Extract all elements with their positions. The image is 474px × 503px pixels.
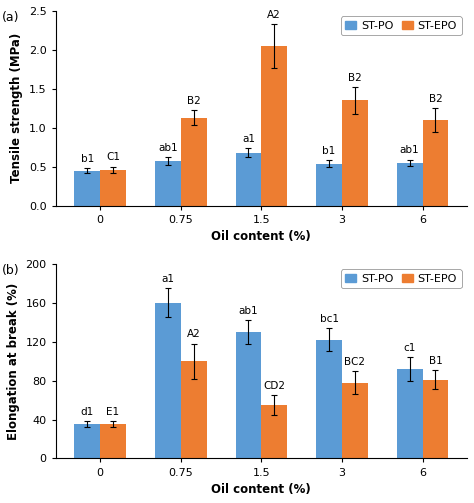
Bar — [397, 163, 422, 206]
Text: a1: a1 — [161, 274, 174, 284]
Bar — [316, 340, 342, 458]
Text: a1: a1 — [242, 134, 255, 144]
Text: A2: A2 — [267, 10, 281, 20]
Legend: ST-PO, ST-EPO: ST-PO, ST-EPO — [341, 17, 462, 36]
Text: BC2: BC2 — [344, 357, 365, 367]
Text: CD2: CD2 — [263, 381, 285, 391]
Legend: ST-PO, ST-EPO: ST-PO, ST-EPO — [341, 270, 462, 288]
Bar — [422, 380, 448, 458]
Bar — [236, 152, 261, 206]
Bar — [181, 118, 207, 206]
Bar — [236, 332, 261, 458]
Text: ab1: ab1 — [400, 145, 419, 155]
X-axis label: Oil content (%): Oil content (%) — [211, 483, 311, 496]
Text: b1: b1 — [81, 154, 94, 164]
Text: E1: E1 — [107, 407, 119, 417]
Text: (b): (b) — [2, 264, 20, 277]
Text: ab1: ab1 — [158, 143, 178, 153]
Text: c1: c1 — [403, 343, 416, 353]
Bar — [261, 46, 287, 206]
Text: B2: B2 — [348, 73, 362, 83]
Bar — [397, 369, 422, 458]
Bar — [74, 171, 100, 206]
Bar — [342, 383, 368, 458]
Text: B2: B2 — [428, 94, 442, 104]
Text: A2: A2 — [187, 329, 201, 340]
Bar — [155, 161, 181, 206]
X-axis label: Oil content (%): Oil content (%) — [211, 230, 311, 243]
Text: bc1: bc1 — [319, 314, 338, 324]
Text: (a): (a) — [2, 11, 19, 24]
Bar — [261, 405, 287, 458]
Bar — [155, 303, 181, 458]
Text: b1: b1 — [322, 146, 336, 156]
Bar — [342, 101, 368, 206]
Bar — [100, 170, 126, 206]
Text: B1: B1 — [428, 356, 442, 366]
Bar — [422, 120, 448, 206]
Text: d1: d1 — [81, 407, 94, 417]
Text: C1: C1 — [106, 152, 120, 162]
Bar — [181, 361, 207, 458]
Y-axis label: Tensile strength (MPa): Tensile strength (MPa) — [10, 33, 23, 184]
Bar — [100, 425, 126, 458]
Y-axis label: Elongation at break (%): Elongation at break (%) — [7, 283, 20, 440]
Text: B2: B2 — [187, 96, 201, 106]
Bar — [74, 425, 100, 458]
Bar — [316, 163, 342, 206]
Text: ab1: ab1 — [238, 306, 258, 316]
